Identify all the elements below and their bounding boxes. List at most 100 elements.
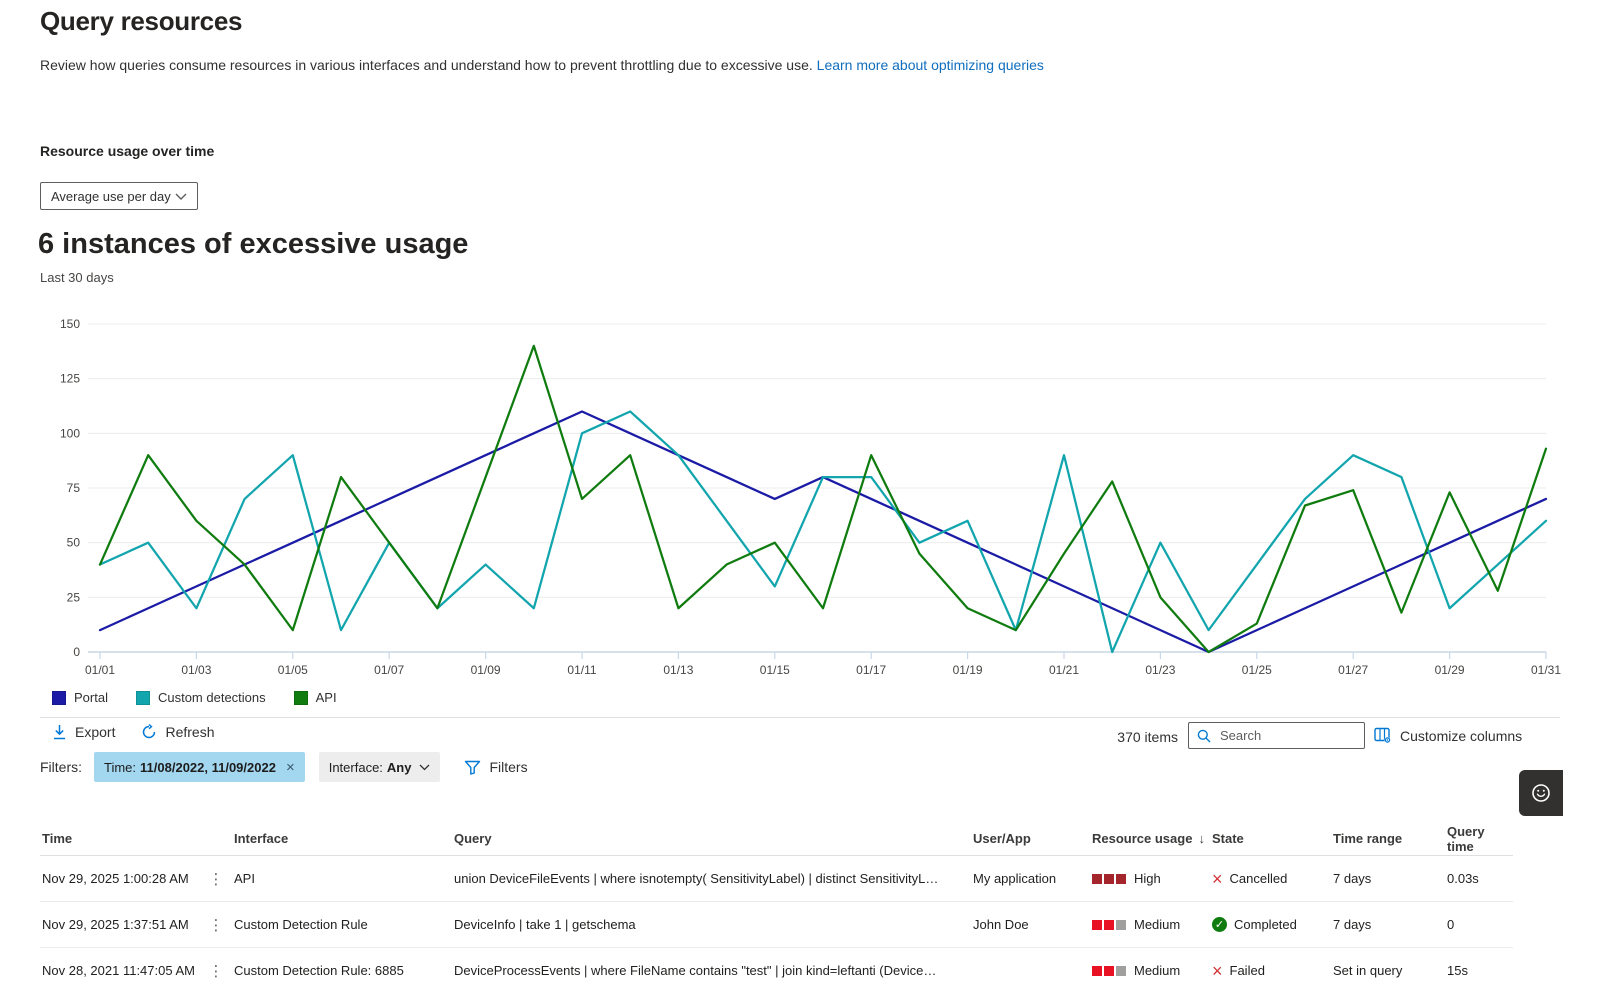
cell-user-app: John Doe xyxy=(973,917,1029,932)
filters-row: Filters: Time: 11/08/2022, 11/09/2022 × … xyxy=(40,752,528,782)
svg-text:100: 100 xyxy=(60,426,80,440)
column-header-interface[interactable]: Interface xyxy=(234,831,289,846)
usage-label: Medium xyxy=(1134,963,1181,978)
cell-query: DeviceInfo | take 1 | getschema xyxy=(454,917,636,932)
aggregation-dropdown[interactable]: Average use per day xyxy=(40,182,198,210)
svg-text:01/07: 01/07 xyxy=(374,663,404,677)
column-header-time[interactable]: Time xyxy=(42,831,73,846)
cell-time: Nov 28, 2021 11:47:05 AM xyxy=(42,963,195,978)
row-more-actions-button[interactable]: ⋮ xyxy=(208,870,224,888)
cell-query-time: 0 xyxy=(1447,917,1455,932)
table-row[interactable]: Nov 28, 2021 11:47:05 AM ⋮ Custom Detect… xyxy=(40,948,1513,985)
customize-columns-icon xyxy=(1374,727,1391,743)
svg-text:01/19: 01/19 xyxy=(953,663,983,677)
state-label: Completed xyxy=(1234,917,1297,932)
filters-label: Filters: xyxy=(40,759,82,775)
time-filter-prefix: Time: xyxy=(104,759,137,775)
sort-descending-icon: ↓ xyxy=(1198,831,1205,846)
cell-query-time: 15s xyxy=(1447,963,1468,978)
search-input[interactable] xyxy=(1218,727,1342,744)
svg-text:0: 0 xyxy=(73,645,80,659)
legend-label: API xyxy=(315,690,337,705)
search-box[interactable] xyxy=(1188,722,1365,749)
time-filter-chip[interactable]: Time: 11/08/2022, 11/09/2022 × xyxy=(94,752,305,782)
svg-text:01/17: 01/17 xyxy=(856,663,886,677)
column-header-query[interactable]: Query xyxy=(454,831,492,846)
customize-columns-label: Customize columns xyxy=(1400,727,1523,744)
column-header-query-time[interactable]: Query time xyxy=(1447,823,1485,854)
svg-text:01/01: 01/01 xyxy=(85,663,115,677)
cell-state: × Failed xyxy=(1210,962,1331,980)
column-header-state[interactable]: State xyxy=(1212,831,1244,846)
chevron-down-icon xyxy=(175,193,187,200)
last-30-days-label: Last 30 days xyxy=(40,270,114,285)
svg-text:25: 25 xyxy=(67,590,81,604)
customize-columns-button[interactable]: Customize columns xyxy=(1374,727,1522,744)
filters-button-label: Filters xyxy=(489,759,528,775)
svg-text:01/09: 01/09 xyxy=(471,663,501,677)
legend-label: Custom detections xyxy=(157,690,266,705)
feedback-button[interactable] xyxy=(1519,770,1563,816)
svg-text:01/25: 01/25 xyxy=(1242,663,1272,677)
table-row[interactable]: Nov 29, 2025 1:00:28 AM ⋮ API union Devi… xyxy=(40,856,1513,902)
portal-swatch xyxy=(52,690,66,705)
legend-item-custom-detections[interactable]: Custom detections xyxy=(135,690,266,705)
svg-text:01/05: 01/05 xyxy=(278,663,308,677)
column-header-user-app[interactable]: User/App xyxy=(973,831,1031,846)
legend-item-portal[interactable]: Portal xyxy=(52,690,108,705)
cell-query-time: 0.03s xyxy=(1447,871,1479,886)
interface-filter-value: Any xyxy=(386,759,412,775)
column-header-resource-usage[interactable]: Resource usage ↓ xyxy=(1090,831,1210,846)
svg-text:01/03: 01/03 xyxy=(181,663,211,677)
table-body: Nov 29, 2025 1:00:28 AM ⋮ API union Devi… xyxy=(40,856,1513,985)
usage-label: Medium xyxy=(1134,917,1181,932)
toolbar: Export Refresh xyxy=(52,724,215,740)
time-filter-value: 11/08/2022, 11/09/2022 xyxy=(140,759,276,775)
cell-resource-usage: High xyxy=(1090,871,1210,886)
custom-detections-swatch xyxy=(135,690,150,705)
refresh-button[interactable]: Refresh xyxy=(141,724,215,740)
svg-text:50: 50 xyxy=(67,536,81,550)
interface-filter-prefix: Interface: xyxy=(328,759,383,775)
filter-funnel-icon xyxy=(465,760,481,775)
cell-query: union DeviceFileEvents | where isnotempt… xyxy=(454,871,939,886)
svg-text:125: 125 xyxy=(60,372,80,386)
cell-time: Nov 29, 2025 1:00:28 AM xyxy=(42,871,189,886)
column-header-time-range[interactable]: Time range xyxy=(1333,831,1403,846)
cell-time: Nov 29, 2025 1:37:51 AM xyxy=(42,917,189,932)
state-label: Cancelled xyxy=(1229,871,1288,886)
svg-text:01/21: 01/21 xyxy=(1049,663,1079,677)
cell-interface: Custom Detection Rule: 6885 xyxy=(234,963,404,978)
cell-user-app: My application xyxy=(973,871,1057,886)
export-button[interactable]: Export xyxy=(52,724,115,740)
cell-resource-usage: Medium xyxy=(1090,917,1210,932)
cell-interface: API xyxy=(234,871,255,886)
description-text: Review how queries consume resources in … xyxy=(40,57,813,73)
aggregation-dropdown-value: Average use per day xyxy=(51,188,171,204)
resource-usage-label: Resource usage over time xyxy=(40,143,215,159)
usage-level-squares xyxy=(1092,919,1126,930)
learn-more-link[interactable]: Learn more about optimizing queries xyxy=(816,57,1044,73)
usage-level-squares xyxy=(1092,965,1126,976)
cell-query: DeviceProcessEvents | where FileName con… xyxy=(454,963,937,978)
items-count: 370 items xyxy=(1117,729,1178,745)
legend-item-api[interactable]: API xyxy=(293,690,337,705)
cell-resource-usage: Medium xyxy=(1090,963,1210,978)
svg-text:01/27: 01/27 xyxy=(1338,663,1368,677)
remove-time-filter-icon[interactable]: × xyxy=(285,758,295,776)
state-label: Failed xyxy=(1229,963,1265,978)
svg-text:01/15: 01/15 xyxy=(760,663,790,677)
svg-text:01/23: 01/23 xyxy=(1145,663,1175,677)
interface-filter-chip[interactable]: Interface: Any xyxy=(318,752,441,782)
resource-usage-header-label: Resource usage xyxy=(1092,831,1193,846)
filters-button[interactable]: Filters xyxy=(464,759,528,775)
page-title: Query resources xyxy=(40,6,243,36)
table-row[interactable]: Nov 29, 2025 1:37:51 AM ⋮ Custom Detecti… xyxy=(40,902,1513,948)
refresh-label: Refresh xyxy=(165,724,215,740)
toolbar-divider xyxy=(40,717,1560,718)
svg-text:75: 75 xyxy=(67,481,81,495)
row-more-actions-button[interactable]: ⋮ xyxy=(208,916,224,934)
row-more-actions-button[interactable]: ⋮ xyxy=(208,962,224,980)
svg-text:01/31: 01/31 xyxy=(1531,663,1561,677)
